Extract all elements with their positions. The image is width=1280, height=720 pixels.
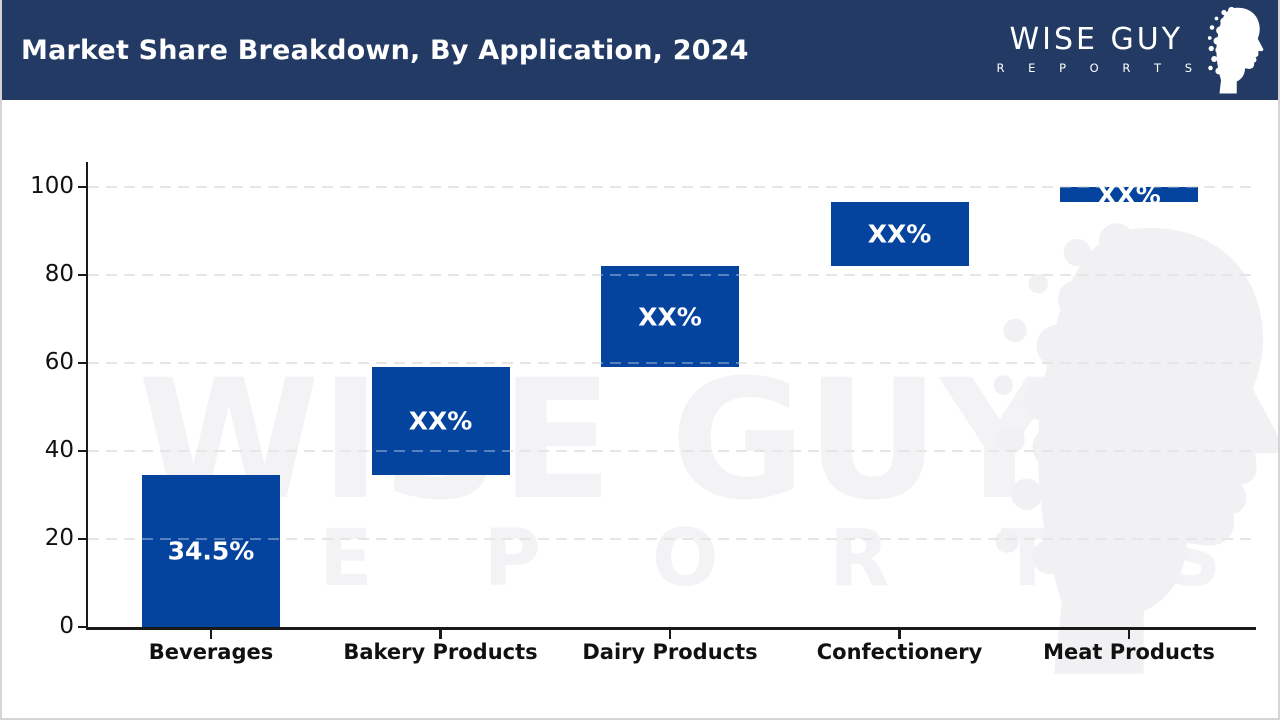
bar-beverages: 34.5% bbox=[142, 475, 280, 627]
y-tick-label: 20 bbox=[44, 525, 74, 551]
bar-value-label: XX% bbox=[408, 406, 473, 436]
gridline-overlay bbox=[88, 450, 1256, 452]
x-tick-mark bbox=[439, 630, 442, 639]
gridline-overlay bbox=[88, 362, 1256, 364]
gridline bbox=[88, 450, 1256, 452]
bar-value-label: XX% bbox=[1097, 180, 1161, 210]
y-tick-mark bbox=[78, 361, 86, 365]
x-tick-label: Dairy Products bbox=[582, 640, 758, 664]
bar-value-label: XX% bbox=[638, 302, 702, 332]
x-tick-mark bbox=[1127, 630, 1131, 639]
y-tick-mark bbox=[78, 625, 86, 629]
x-tick-label: Bakery Products bbox=[343, 640, 538, 664]
gridline-overlay bbox=[88, 274, 1256, 276]
y-tick-label: 100 bbox=[30, 173, 74, 199]
bar-bakery-products: XX% bbox=[371, 367, 510, 476]
y-tick-label: 60 bbox=[44, 349, 74, 375]
gridline bbox=[88, 538, 1256, 540]
x-tick-label: Confectionery bbox=[816, 640, 983, 664]
bar-value-label: 34.5% bbox=[167, 536, 255, 566]
gridline-overlay bbox=[88, 186, 1256, 188]
logo-face-icon bbox=[1207, 6, 1264, 94]
y-tick-mark bbox=[78, 273, 86, 277]
x-tick-mark bbox=[898, 630, 901, 639]
y-tick-mark bbox=[78, 449, 86, 453]
x-tick-mark bbox=[668, 630, 672, 639]
y-tick-label: 80 bbox=[44, 261, 74, 287]
y-axis-line bbox=[85, 162, 88, 630]
logo-text: WISE GUY R E P O R T S bbox=[991, 22, 1203, 76]
logo-subtitle: R E P O R T S bbox=[996, 61, 1202, 75]
y-tick-mark bbox=[78, 185, 86, 189]
y-tick-label: 40 bbox=[44, 437, 74, 463]
y-tick-mark bbox=[78, 537, 86, 541]
page-title: Market Share Breakdown, By Application, … bbox=[21, 34, 749, 66]
bar-meat-products: XX% bbox=[1060, 180, 1198, 209]
x-tick-mark bbox=[209, 630, 213, 639]
gridline bbox=[88, 186, 1256, 188]
x-axis-line bbox=[85, 627, 1256, 630]
bar-dairy-products: XX% bbox=[601, 266, 739, 368]
gridline-overlay bbox=[88, 538, 1256, 540]
header: Market Share Breakdown, By Application, … bbox=[0, 0, 1280, 100]
y-tick-label: 0 bbox=[59, 613, 74, 639]
x-tick-label: Beverages bbox=[148, 640, 274, 664]
logo-wordmark: WISE GUY bbox=[1009, 22, 1184, 57]
bar-value-label: XX% bbox=[867, 219, 932, 249]
x-tick-label: Meat Products bbox=[1043, 640, 1215, 664]
wise-guy-reports-logo: WISE GUY R E P O R T S bbox=[991, 5, 1267, 95]
watermark-text-line1: WISE GUY bbox=[138, 344, 1060, 536]
bar-confectionery: XX% bbox=[830, 202, 969, 267]
